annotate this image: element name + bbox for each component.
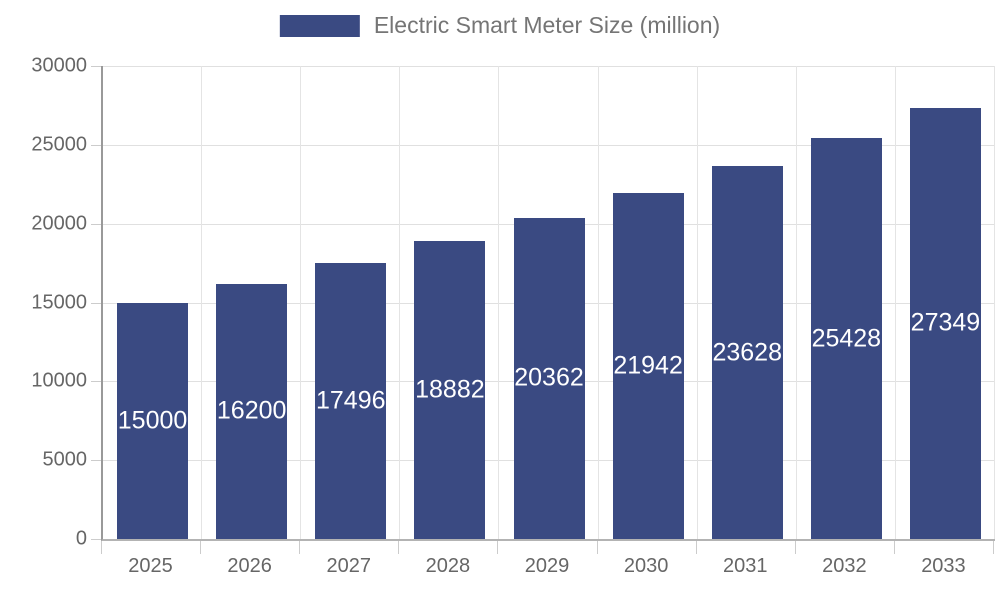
gridline-v: [894, 66, 896, 539]
y-tick-label: 10000: [31, 369, 87, 392]
legend[interactable]: Electric Smart Meter Size (million): [279, 12, 721, 39]
x-tick-label: 2027: [326, 555, 372, 577]
y-axis-tick: [91, 302, 101, 304]
gridline-v: [597, 66, 599, 539]
x-tick-label: 2028: [425, 555, 471, 577]
x-tick-label: 2032: [822, 555, 867, 577]
y-axis-tick: [91, 144, 101, 146]
gridline-h: [103, 66, 995, 67]
bar-value-label: 25428: [811, 324, 882, 353]
bar-value-label: 21942: [613, 351, 683, 380]
y-tick-label: 20000: [31, 212, 87, 235]
bar-value-label: 23628: [712, 338, 782, 367]
gridline-v: [795, 66, 797, 539]
gridline-v: [994, 66, 995, 539]
x-tick-label: 2031: [722, 555, 768, 577]
bar-value-label: 16200: [216, 396, 287, 425]
gridline-h: [103, 144, 995, 146]
x-axis-tick: [993, 541, 994, 554]
y-axis-tick: [91, 381, 101, 383]
bar[interactable]: 23628: [711, 166, 783, 539]
plot-area: 15000 16200 17496 18882 20362 21942 23628 25428…: [101, 66, 995, 541]
bar[interactable]: 15000: [117, 302, 189, 539]
x-axis-tick: [398, 541, 400, 554]
x-axis-tick: [101, 541, 102, 554]
y-axis-tick: [91, 223, 101, 225]
x-axis-tick: [794, 541, 796, 554]
legend-swatch: [279, 14, 360, 37]
x-axis-tick: [497, 541, 499, 554]
gridline-v: [201, 66, 203, 539]
x-tick-label: 2030: [623, 555, 669, 577]
y-tick-label: 15000: [31, 291, 87, 313]
bar[interactable]: 16200: [216, 283, 288, 539]
y-tick-label: 30000: [31, 54, 87, 77]
x-tick-label: 2033: [921, 555, 966, 577]
x-axis-tick: [200, 541, 202, 554]
gridline-v: [498, 66, 500, 539]
bar-value-label: 20362: [514, 363, 584, 392]
y-axis-tick: [91, 66, 101, 67]
x-axis-tick: [893, 541, 895, 554]
bar-value-label: 18882: [415, 375, 485, 404]
bar[interactable]: 21942: [612, 193, 684, 539]
legend-label: Electric Smart Meter Size (million): [373, 12, 721, 38]
gridline-v: [300, 66, 302, 539]
x-tick-label: 2029: [524, 555, 570, 577]
bar[interactable]: 25428: [810, 138, 882, 539]
x-axis-tick: [299, 541, 301, 554]
y-axis-tick: [91, 460, 101, 462]
bar[interactable]: 17496: [315, 263, 387, 539]
bar-value-label: 15000: [117, 406, 188, 435]
x-tick-label: 2025: [128, 555, 173, 577]
y-tick-label: 25000: [31, 133, 87, 156]
bar[interactable]: 27349: [909, 107, 981, 539]
x-axis-tick: [596, 541, 598, 554]
gridline-v: [399, 66, 401, 539]
y-tick-label: 0: [75, 527, 87, 550]
y-tick-label: 5000: [42, 448, 88, 471]
x-axis-tick: [695, 541, 697, 554]
bar-value-label: 27349: [910, 308, 981, 337]
x-tick-label: 2026: [227, 555, 272, 577]
bar[interactable]: 18882: [414, 241, 486, 539]
bar[interactable]: 20362: [513, 217, 585, 539]
y-axis-tick: [91, 539, 101, 540]
gridline-v: [696, 66, 698, 539]
bar-value-label: 17496: [316, 386, 386, 415]
